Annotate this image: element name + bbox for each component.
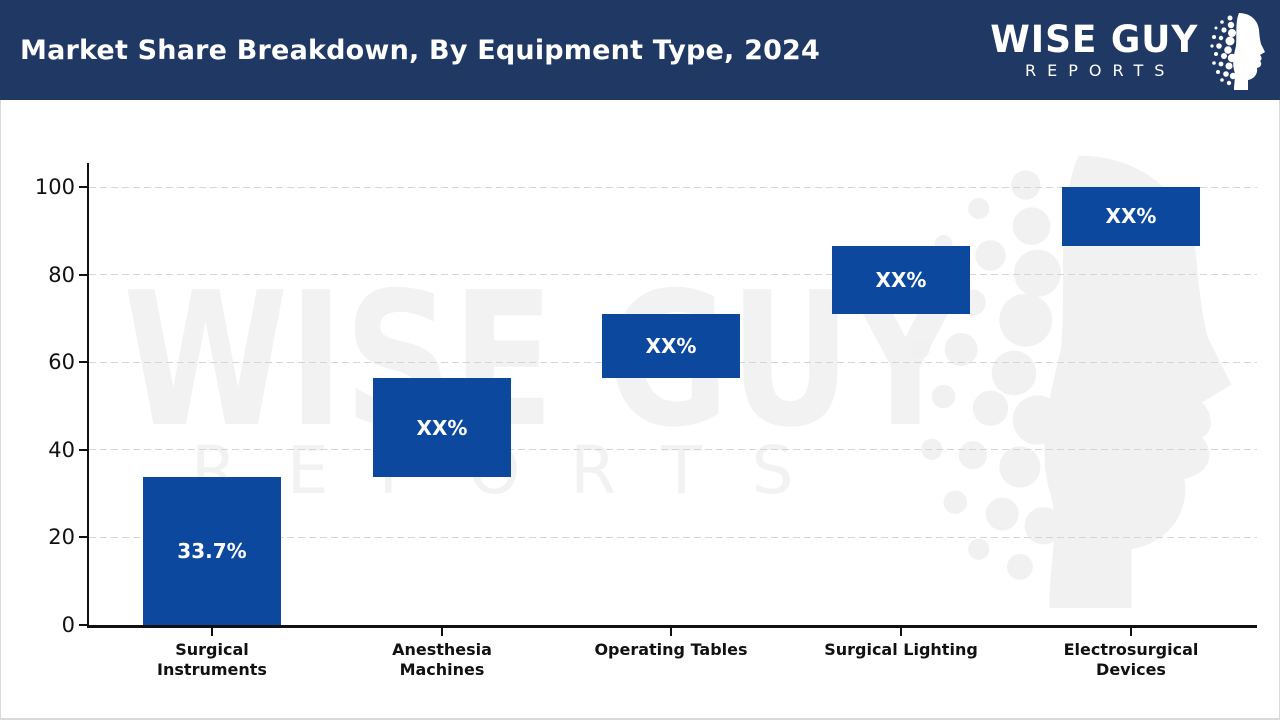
x-axis-line [87,625,1257,628]
y-tick-label-0: 0 [61,613,75,637]
category-label-1: Anesthesia Machines [392,640,492,679]
bar-value-label: XX% [875,268,927,293]
y-tick-label-100: 100 [34,175,75,199]
bar-operating-tables: XX% [602,314,740,378]
x-tick-3 [900,628,902,636]
bar-value-label: XX% [1105,204,1157,229]
y-tick-label-40: 40 [48,437,75,462]
y-axis-line [87,163,89,628]
y-tick-0 [79,624,88,626]
y-tick-40 [79,448,88,451]
header: Market Share Breakdown, By Equipment Typ… [0,0,1280,100]
gridline-20 [89,536,1257,538]
logo-wordmark: WISE GUY [990,18,1199,61]
brand-logo: WISE GUY REPORTS [987,9,1266,91]
brand-logo-text: WISE GUY REPORTS [987,21,1202,79]
bar-electrosurgical-devices: XX% [1062,187,1200,246]
x-tick-1 [441,628,443,636]
y-tick-20 [79,536,88,539]
x-tick-4 [1130,628,1132,636]
gridline-40 [89,449,1257,451]
logo-head-icon [1210,13,1265,90]
x-tick-2 [670,628,672,636]
y-tick-100 [79,186,88,188]
x-tick-0 [211,628,213,636]
category-label-0: Surgical Instruments [157,640,267,679]
category-label-3: Surgical Lighting [824,640,978,659]
bar-value-label: XX% [645,334,697,359]
category-label-2: Operating Tables [594,640,748,659]
y-tick-80 [79,273,88,276]
gridline-100 [89,186,1257,188]
bar-value-label: 33.7% [177,539,247,564]
y-tick-label-80: 80 [48,262,75,287]
category-label-4: Electrosurgical Devices [1063,640,1199,679]
page-title: Market Share Breakdown, By Equipment Typ… [20,34,821,66]
gridline-80 [89,274,1257,276]
y-tick-label-60: 60 [48,350,75,375]
logo-subtext: REPORTS [1025,61,1176,80]
bar-anesthesia-machines: XX% [373,377,511,478]
bar-surgical-instruments: 33.7% [143,477,281,625]
chart-area: WISE GUY REPORTS 0 20 40 60 80 100 33.7% Surgic… [0,100,1280,720]
bar-surgical-lighting: XX% [832,245,970,315]
bar-value-label: XX% [416,415,468,440]
plot-area: 0 20 40 60 80 100 33.7% Surgical Instruments XX%… [1,100,1279,718]
y-tick-label-20: 20 [48,525,75,550]
y-tick-60 [79,361,88,364]
